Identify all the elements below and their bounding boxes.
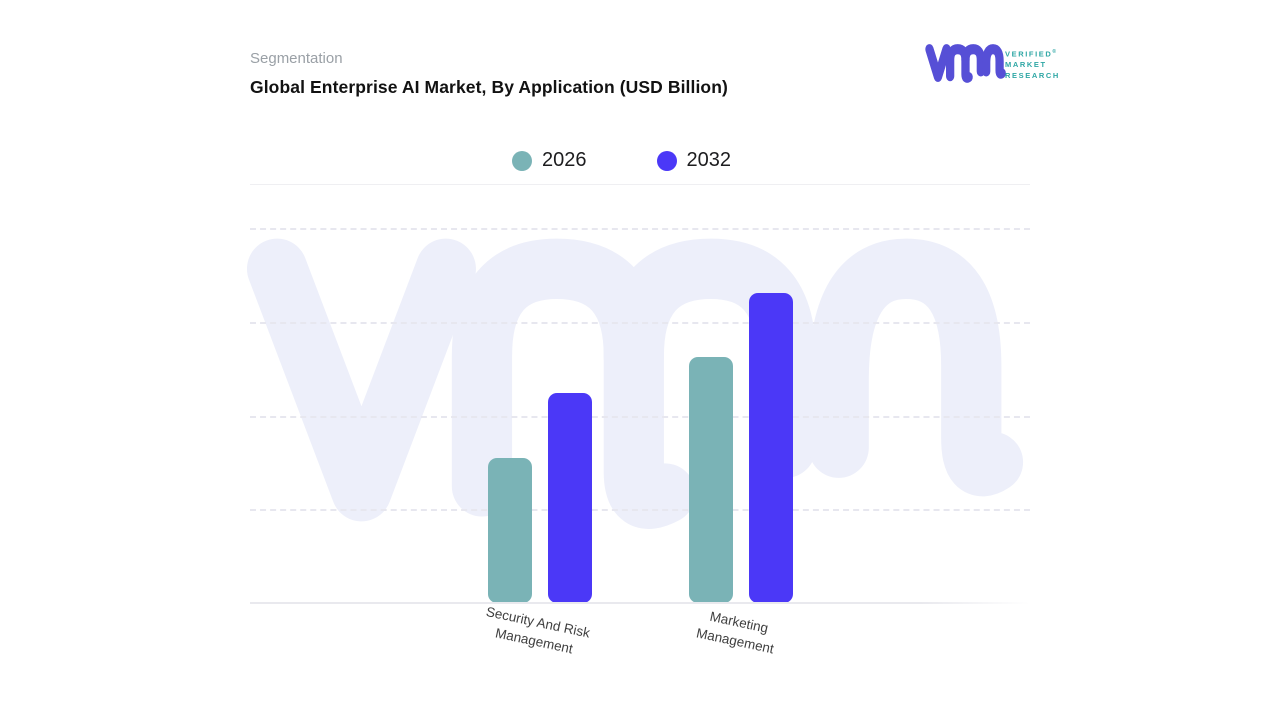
registered-mark: ® — [1052, 49, 1057, 55]
legend-item-2032[interactable]: 2032 — [656, 149, 732, 172]
x-axis-labels: Security And Risk Management Marketing Mana… — [250, 604, 1030, 693]
gridline — [250, 321, 1030, 324]
gridline — [250, 509, 1030, 512]
x-axis-label: Marketing Management — [694, 608, 776, 657]
legend-label: 2026 — [542, 149, 587, 171]
bar-2026-security-and-risk-management — [488, 458, 532, 603]
gridline — [250, 228, 1030, 230]
logo-line-market: MARKET — [1005, 60, 1047, 69]
x-axis-line — [250, 602, 1030, 604]
bar-2032-security-and-risk-management — [548, 393, 592, 603]
logo-line-verified: VERIFIED — [1005, 49, 1053, 59]
logo-line-research: RESEARCH — [1005, 70, 1060, 80]
page-title: Global Enterprise AI Market, By Applicat… — [250, 77, 728, 97]
legend-dot-icon — [512, 150, 532, 171]
legend-dot-icon — [656, 150, 677, 171]
vmr-logo-text: VERIFIED® MARKET RESEARCH — [1005, 47, 1060, 81]
legend-separator-line — [250, 184, 1030, 185]
gridline — [250, 415, 1030, 418]
chart-eyebrow: Segmentation — [250, 50, 343, 67]
legend-label: 2032 — [686, 149, 732, 171]
vmr-logo: VERIFIED® MARKET RESEARCH — [927, 38, 1077, 88]
bar-2032-marketing-management — [749, 293, 793, 603]
plot-area — [250, 228, 1030, 603]
bar-2026-marketing-management — [689, 357, 733, 603]
vmr-monogram-icon — [927, 45, 1003, 81]
legend: 2026 2032 — [512, 149, 731, 172]
legend-item-2026[interactable]: 2026 — [512, 149, 587, 172]
x-axis-label: Security And Risk Management — [484, 603, 592, 657]
